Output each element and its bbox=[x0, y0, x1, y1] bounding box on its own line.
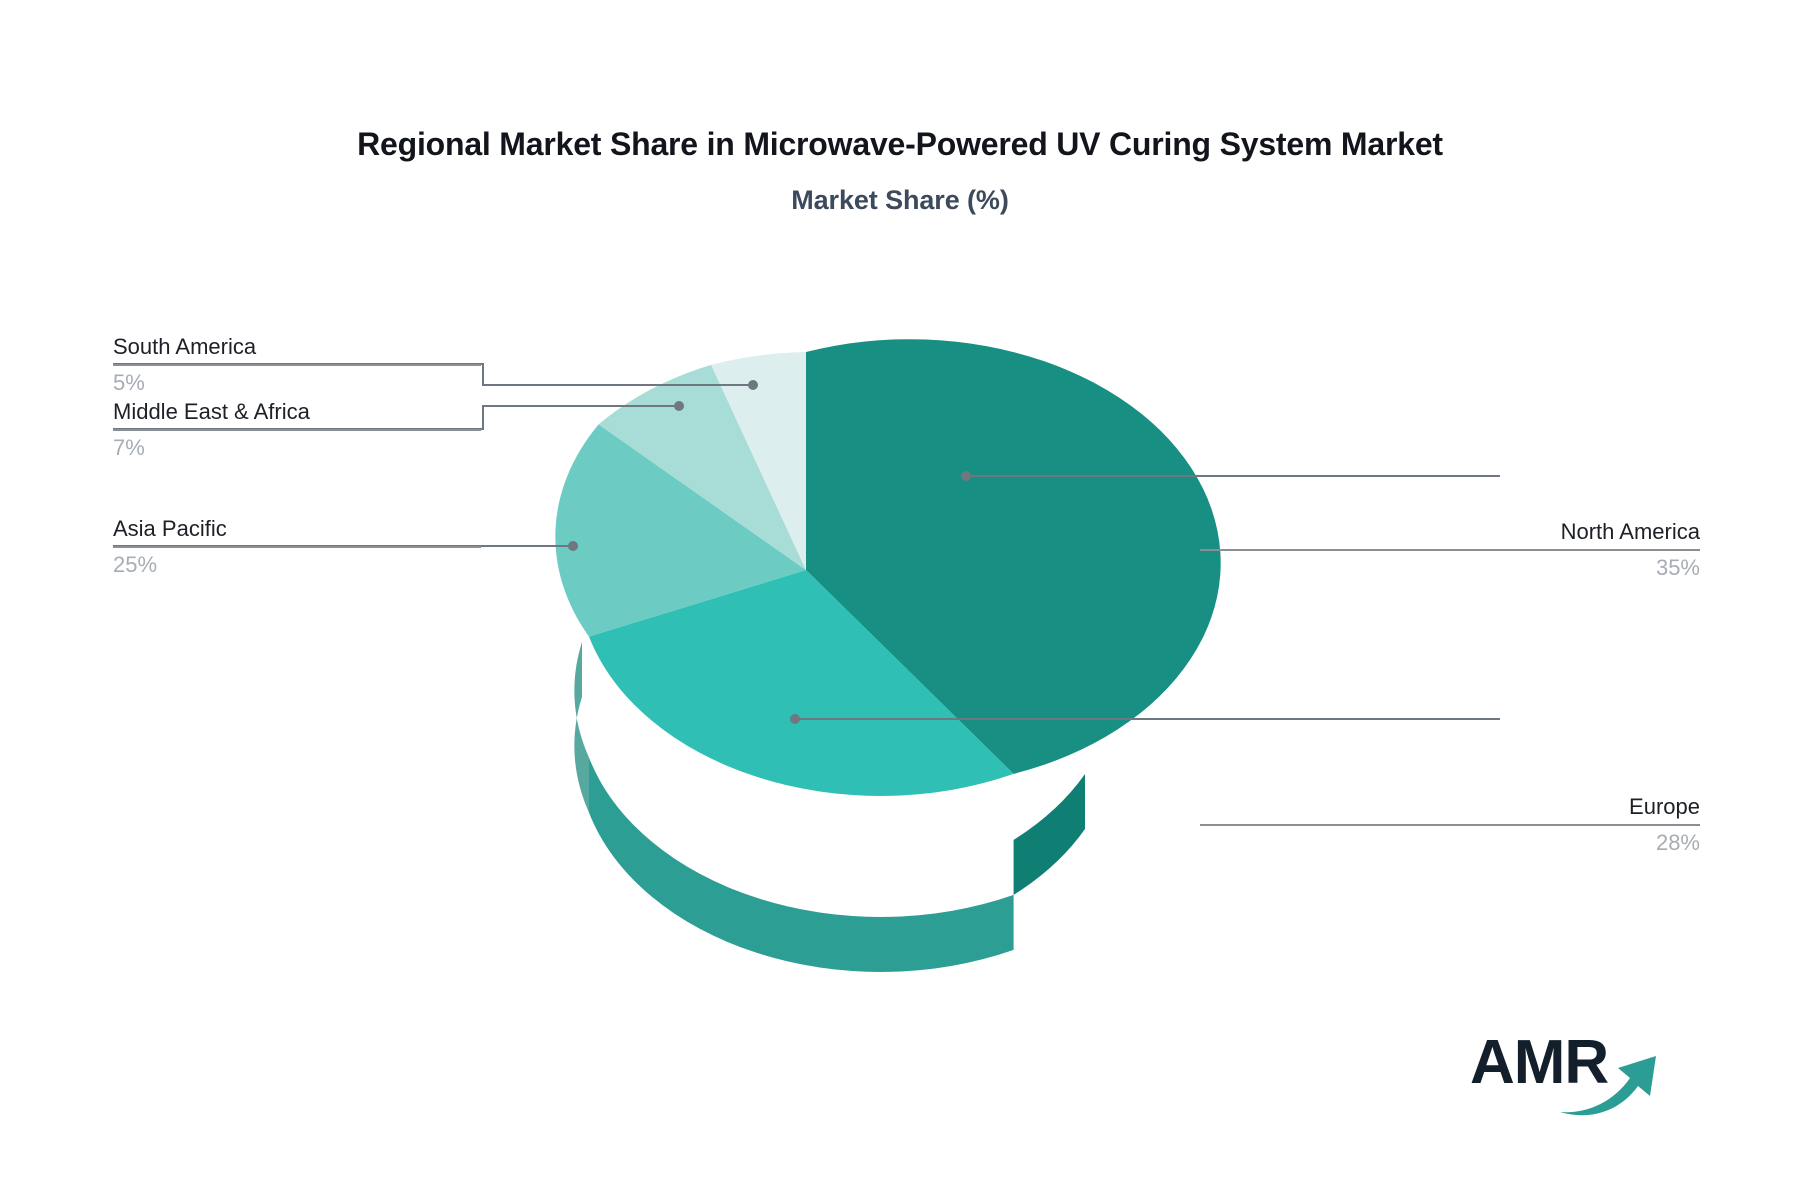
chart-title: Regional Market Share in Microwave-Power… bbox=[357, 126, 1443, 162]
callout-rule-south-america bbox=[113, 364, 481, 366]
callout-asia-pacific: Asia Pacific 25% bbox=[113, 515, 481, 578]
pie-slice-middle-east-africa bbox=[598, 364, 806, 570]
callout-value-middle-east-africa: 7% bbox=[113, 435, 145, 460]
callout-rule-north-america bbox=[1200, 549, 1700, 551]
pie-side-asia-pacific bbox=[574, 642, 589, 813]
leader-dot-middle-east-africa bbox=[674, 401, 684, 411]
callout-rule-europe bbox=[1200, 824, 1700, 826]
callout-rule-middle-east-africa bbox=[113, 429, 481, 431]
pie-slice-asia-pacific bbox=[555, 424, 806, 637]
callout-south-america: South America 5% bbox=[113, 333, 481, 396]
callout-value-europe: 28% bbox=[1655, 830, 1700, 855]
callout-north-america: North America 35% bbox=[1200, 518, 1700, 581]
pie-side-north-america bbox=[1013, 774, 1085, 895]
amr-logo: AMR bbox=[1470, 1020, 1660, 1130]
pie-side-europe-left bbox=[589, 757, 1014, 972]
chart-subtitle: Market Share (%) bbox=[791, 185, 1009, 215]
pie-slice-europe bbox=[589, 570, 1014, 796]
callout-value-south-america: 5% bbox=[113, 370, 145, 395]
pie-top-face bbox=[555, 339, 1221, 796]
pie-slice-south-america bbox=[711, 352, 806, 570]
callout-middle-east-africa: Middle East & Africa 7% bbox=[113, 398, 481, 461]
leader-dot-south-america bbox=[748, 380, 758, 390]
callout-europe: Europe 28% bbox=[1200, 793, 1700, 856]
callout-label-asia-pacific: Asia Pacific bbox=[113, 516, 227, 541]
callout-rule-asia-pacific bbox=[113, 546, 481, 548]
leader-dot-north-america bbox=[961, 471, 971, 481]
callout-label-middle-east-africa: Middle East & Africa bbox=[113, 399, 310, 424]
pie-slice-north-america bbox=[806, 339, 1221, 774]
callout-label-south-america: South America bbox=[113, 334, 257, 359]
leader-dot-asia-pacific bbox=[568, 541, 578, 551]
amr-logo-text: AMR bbox=[1470, 1028, 1609, 1097]
pie-3d-side-walls bbox=[574, 642, 1085, 972]
callout-label-europe: Europe bbox=[1629, 794, 1700, 819]
callout-label-north-america: North America bbox=[1560, 519, 1700, 544]
leader-dot-europe bbox=[790, 714, 800, 724]
growth-arrow-icon bbox=[1560, 1056, 1656, 1116]
callout-value-north-america: 35% bbox=[1655, 555, 1700, 580]
callout-value-asia-pacific: 25% bbox=[113, 552, 158, 577]
